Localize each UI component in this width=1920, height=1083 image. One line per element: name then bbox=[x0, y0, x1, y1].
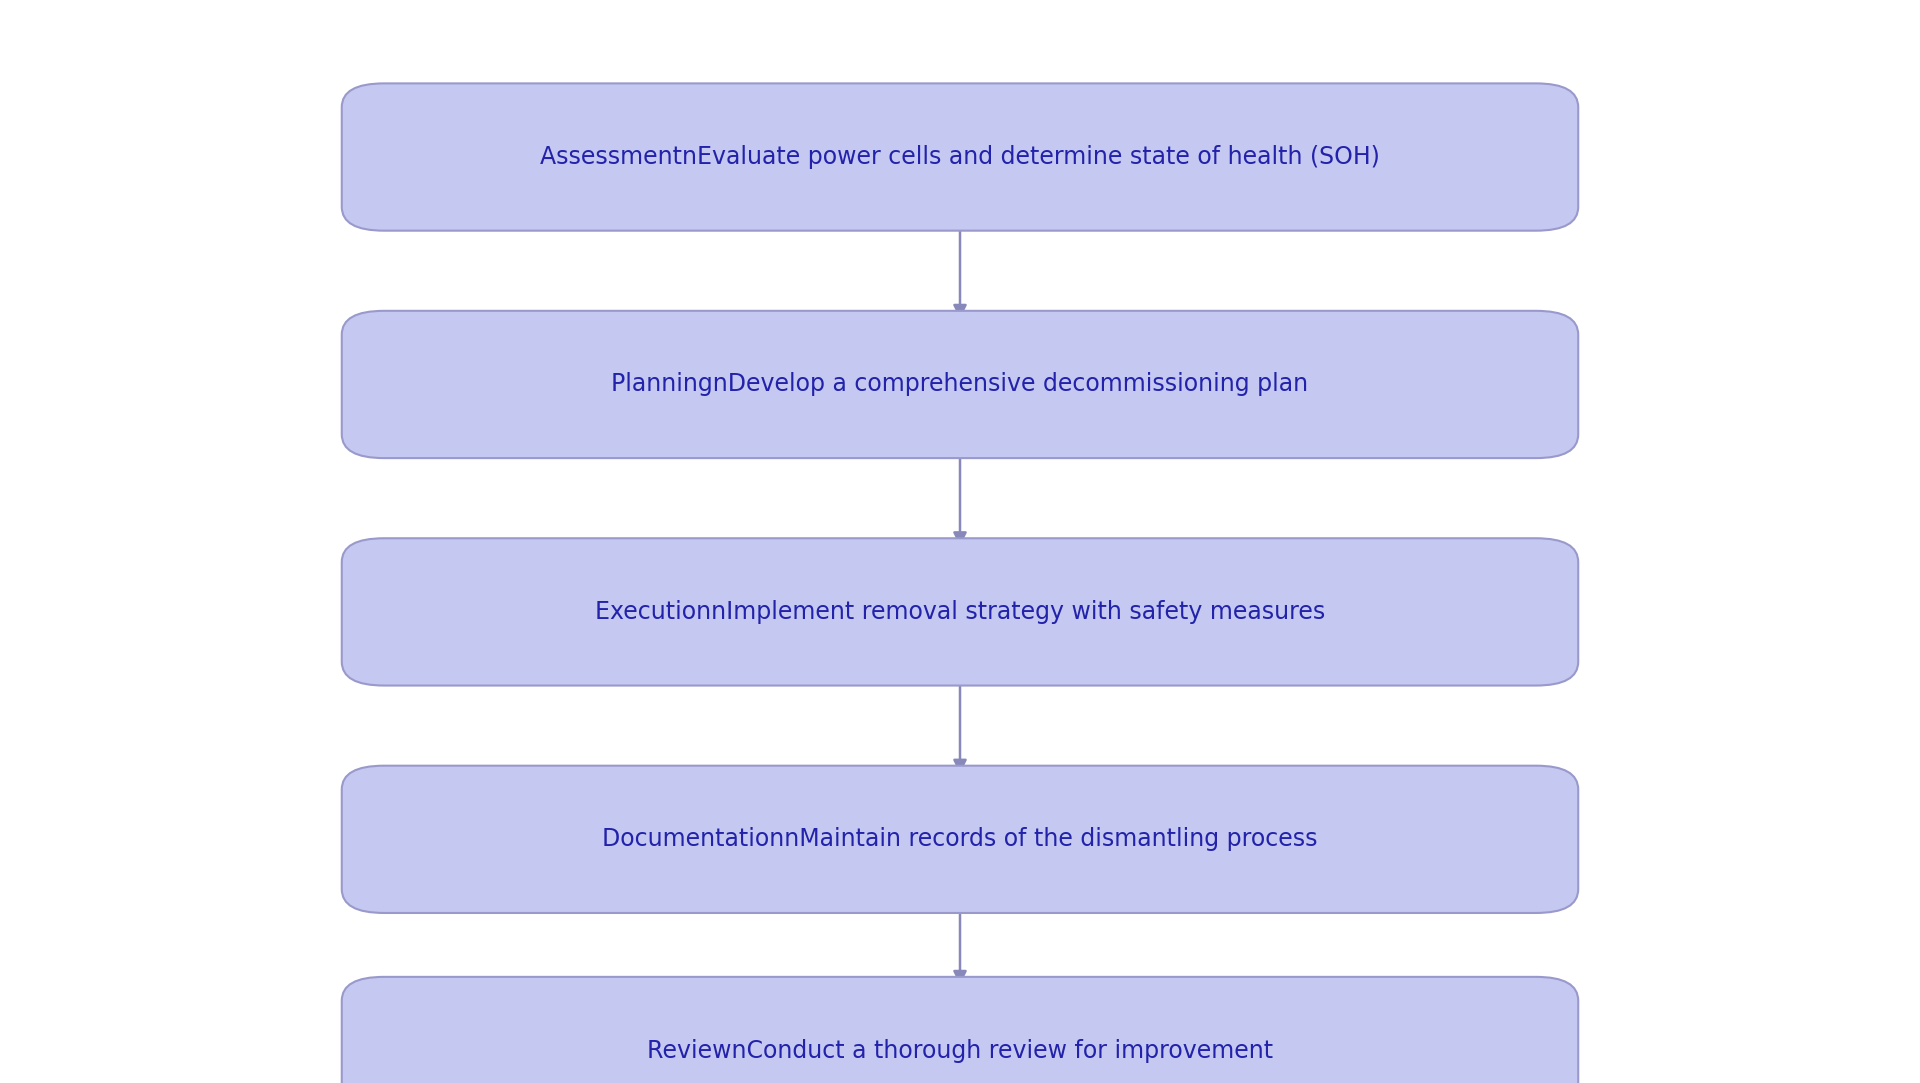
FancyBboxPatch shape bbox=[342, 538, 1578, 686]
FancyBboxPatch shape bbox=[342, 83, 1578, 231]
Text: ExecutionnImplement removal strategy with safety measures: ExecutionnImplement removal strategy wit… bbox=[595, 600, 1325, 624]
FancyBboxPatch shape bbox=[342, 766, 1578, 913]
FancyBboxPatch shape bbox=[342, 977, 1578, 1083]
FancyBboxPatch shape bbox=[342, 311, 1578, 458]
Text: AssessmentnEvaluate power cells and determine state of health (SOH): AssessmentnEvaluate power cells and dete… bbox=[540, 145, 1380, 169]
Text: PlanningnDevelop a comprehensive decommissioning plan: PlanningnDevelop a comprehensive decommi… bbox=[611, 373, 1309, 396]
Text: DocumentationnMaintain records of the dismantling process: DocumentationnMaintain records of the di… bbox=[603, 827, 1317, 851]
Text: ReviewnConduct a thorough review for improvement: ReviewnConduct a thorough review for imp… bbox=[647, 1039, 1273, 1062]
